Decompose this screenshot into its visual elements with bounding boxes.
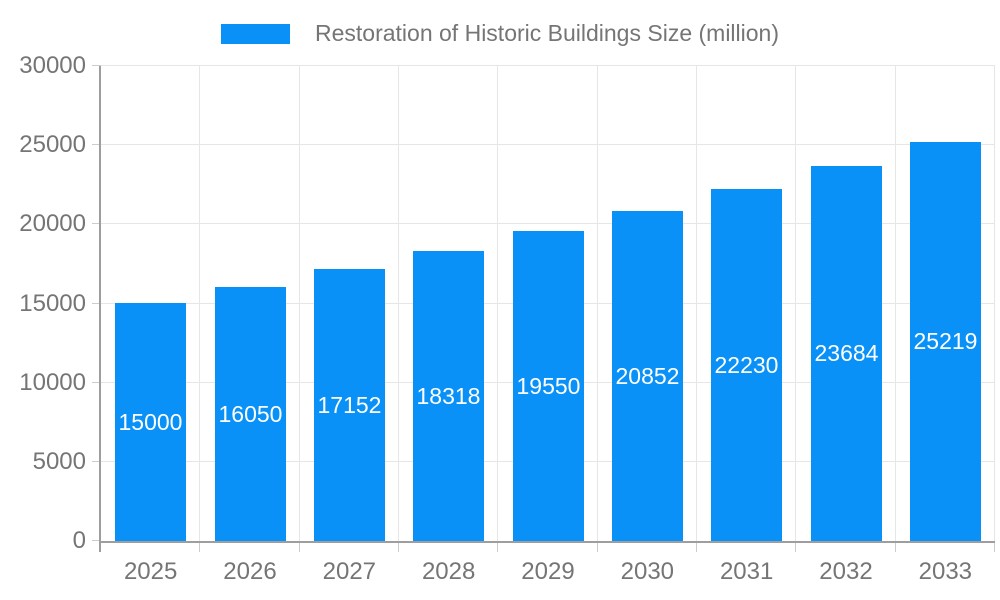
bar-2030: 20852: [612, 211, 683, 541]
chart-legend: Restoration of Historic Buildings Size (…: [0, 20, 1000, 47]
y-tick-mark: [92, 223, 101, 224]
gridline-x: [696, 66, 697, 541]
x-axis-tick-label: 2025: [123, 558, 178, 585]
y-tick-mark: [92, 144, 101, 145]
bar-value-label: 23684: [814, 340, 879, 366]
bar-value-label: 20852: [615, 362, 680, 389]
y-tick-mark: [92, 65, 101, 66]
legend-label: Restoration of Historic Buildings Size (…: [315, 20, 779, 46]
x-axis-tick-label: 2029: [521, 558, 575, 585]
y-tick-mark: [92, 461, 101, 462]
y-axis-tick-label: 30000: [19, 52, 86, 79]
gridline-x: [994, 66, 995, 541]
y-axis-tick-label: 0: [72, 527, 86, 554]
x-tick-mark: [199, 541, 200, 552]
bar-2027: 17152: [314, 269, 385, 541]
gridline-x: [795, 66, 796, 541]
x-axis-tick-label: 2031: [719, 558, 774, 585]
gridline-x: [398, 66, 399, 541]
x-axis-line: [99, 541, 995, 543]
y-axis-tick-label: 10000: [19, 368, 86, 396]
bar-2033: 25219: [910, 142, 981, 541]
x-tick-mark: [895, 541, 896, 552]
gridline-y-25000: [101, 144, 995, 145]
x-axis-tick-label: 2028: [421, 558, 476, 585]
gridline-x: [597, 66, 598, 541]
gridline-y-20000: [101, 223, 995, 224]
bar-value-label: 18318: [416, 382, 481, 409]
x-axis-tick-label: 2033: [918, 558, 973, 585]
y-axis-tick-label: 25000: [19, 131, 86, 159]
y-tick-mark: [92, 382, 101, 383]
bar-2029: 19550: [513, 231, 584, 541]
x-tick-mark: [994, 541, 995, 552]
bar-value-label: 19550: [516, 372, 581, 399]
bar-value-label: 17152: [317, 391, 382, 418]
y-axis-line: [99, 66, 101, 552]
bar-value-label: 25219: [913, 328, 978, 354]
gridline-x: [299, 66, 300, 541]
y-axis-tick-label: 5000: [32, 447, 86, 475]
x-axis-tick-label: 2027: [322, 558, 377, 585]
x-tick-mark: [398, 541, 399, 552]
y-tick-mark: [92, 540, 101, 541]
gridline-x: [497, 66, 498, 541]
bar-value-label: 15000: [118, 408, 183, 435]
bar-value-label: 16050: [218, 400, 283, 427]
y-tick-mark: [92, 303, 101, 304]
x-tick-mark: [696, 541, 697, 552]
x-tick-mark: [597, 541, 598, 552]
bar-value-label: 22230: [714, 351, 779, 378]
y-axis-tick-label: 20000: [19, 210, 86, 238]
x-tick-mark: [299, 541, 300, 552]
x-axis-tick-label: 2032: [819, 558, 873, 585]
bar-2026: 16050: [215, 287, 286, 541]
bar-2032: 23684: [811, 166, 882, 541]
gridline-x: [199, 66, 200, 541]
x-axis-tick-label: 2030: [620, 558, 675, 585]
y-axis-tick-label: 15000: [19, 289, 86, 317]
bar-2028: 18318: [413, 251, 484, 541]
x-axis-tick-label: 2026: [223, 558, 277, 585]
gridline-x: [895, 66, 896, 541]
x-tick-mark: [795, 541, 796, 552]
legend-swatch: [221, 23, 290, 44]
bar-2025: 15000: [115, 303, 186, 541]
gridline-y-30000: [101, 65, 995, 66]
bar-2031: 22230: [711, 189, 782, 541]
x-tick-mark: [497, 541, 498, 552]
